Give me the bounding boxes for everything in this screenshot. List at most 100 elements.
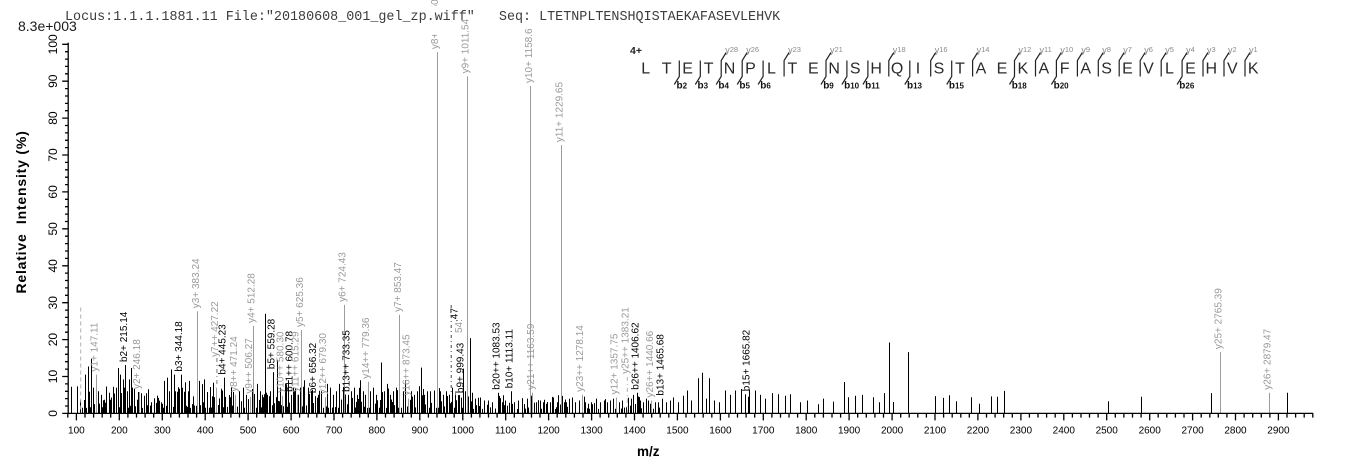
svg-text:E: E — [682, 61, 693, 78]
svg-text:b2: b2 — [677, 81, 688, 92]
svg-text:A: A — [976, 61, 987, 78]
svg-text:b10+ 1113.11: b10+ 1113.11 — [504, 329, 515, 389]
svg-text:b4: b4 — [718, 81, 729, 92]
svg-text:T: T — [955, 61, 965, 78]
svg-text:b26++ 1406.62: b26++ 1406.62 — [630, 322, 641, 390]
svg-text:2500: 2500 — [1096, 426, 1119, 437]
svg-text:y21++ 1163.59: y21++ 1163.59 — [526, 323, 537, 389]
svg-text:2000: 2000 — [881, 426, 904, 437]
svg-text:y5+ 625.36: y5+ 625.36 — [295, 277, 306, 327]
svg-text:2200: 2200 — [967, 426, 990, 437]
svg-text:1300: 1300 — [580, 426, 603, 437]
svg-text:b15+ 1665.82: b15+ 1665.82 — [742, 329, 753, 391]
svg-text:y6+ 724.43: y6+ 724.43 — [338, 252, 349, 302]
svg-text:2800: 2800 — [1224, 426, 1247, 437]
svg-text:500: 500 — [240, 426, 257, 437]
svg-text:.47: .47 — [450, 308, 461, 322]
svg-text:y26: y26 — [746, 45, 759, 55]
svg-text:b26: b26 — [1179, 81, 1195, 92]
svg-text:y11+ 1229.65: y11+ 1229.65 — [554, 82, 565, 143]
svg-text:y16++ 873.45: y16++ 873.45 — [401, 334, 412, 396]
svg-text:b13: b13 — [907, 81, 923, 92]
svg-text:V: V — [1143, 61, 1154, 78]
svg-text:600: 600 — [283, 426, 300, 437]
svg-text:y10+ 1158.6: y10+ 1158.6 — [524, 28, 535, 83]
svg-text:T: T — [788, 61, 798, 78]
svg-text:y18: y18 — [893, 45, 906, 55]
svg-text:60: 60 — [46, 185, 60, 199]
svg-text:b13+ 1465.68: b13+ 1465.68 — [656, 334, 667, 396]
svg-text:b3+ 344.18: b3+ 344.18 — [174, 321, 185, 372]
svg-text:L: L — [641, 61, 650, 78]
svg-text:2700: 2700 — [1181, 426, 1204, 437]
svg-text:y11: y11 — [1040, 45, 1052, 55]
svg-text:30: 30 — [46, 296, 60, 310]
svg-text:y2: y2 — [1228, 45, 1237, 55]
svg-text:50: 50 — [46, 222, 60, 236]
svg-text:y16: y16 — [935, 45, 948, 55]
svg-text:40: 40 — [46, 259, 60, 273]
svg-text:y8: y8 — [1102, 45, 1111, 55]
svg-text:y12: y12 — [1019, 45, 1032, 55]
svg-text:10: 10 — [46, 370, 60, 384]
svg-text:Q: Q — [891, 61, 903, 78]
svg-text:54.: 54. — [454, 319, 465, 333]
svg-text:1600: 1600 — [709, 426, 732, 437]
svg-text:K: K — [1017, 61, 1028, 78]
svg-text:b11++ 600.78: b11++ 600.78 — [284, 330, 295, 391]
svg-text:y4: y4 — [1186, 45, 1195, 55]
svg-text:b11: b11 — [865, 81, 880, 92]
svg-text:y8++ 471.24: y8++ 471.24 — [229, 336, 240, 392]
svg-text:S: S — [1101, 61, 1112, 78]
svg-text:y12++ 679.30: y12++ 679.30 — [318, 333, 329, 395]
svg-text:y12+ 1357.75: y12+ 1357.75 — [609, 333, 620, 394]
svg-text:y9+ 1011.54: y9+ 1011.54 — [461, 18, 472, 73]
svg-text:b6: b6 — [760, 81, 771, 92]
svg-text:E: E — [1122, 61, 1133, 78]
svg-text:y2+ 246.18: y2+ 246.18 — [132, 339, 143, 389]
svg-text:20: 20 — [46, 333, 60, 347]
svg-text:2600: 2600 — [1139, 426, 1162, 437]
svg-text:P: P — [745, 61, 756, 78]
svg-text:m/z: m/z — [637, 444, 660, 459]
svg-text:T: T — [704, 61, 714, 78]
svg-text:y6: y6 — [1144, 45, 1153, 55]
svg-text:N: N — [724, 61, 736, 78]
svg-text:2900: 2900 — [1267, 426, 1290, 437]
svg-text:y10++ 580.30: y10++ 580.30 — [276, 331, 287, 393]
svg-text:2300: 2300 — [1010, 426, 1033, 437]
svg-text:S: S — [934, 61, 945, 78]
svg-text:L: L — [767, 61, 776, 78]
svg-text:A: A — [1080, 61, 1091, 78]
svg-text:y23++ 1278.14: y23++ 1278.14 — [575, 325, 586, 392]
svg-text:y3: y3 — [1207, 45, 1216, 55]
svg-text:E: E — [1185, 61, 1196, 78]
svg-text:E: E — [808, 61, 819, 78]
svg-text:b6+ 656.32: b6+ 656.32 — [308, 342, 319, 393]
svg-text:y3+ 383.24: y3+ 383.24 — [191, 258, 202, 308]
svg-text:80: 80 — [46, 111, 60, 125]
svg-text:400: 400 — [197, 426, 214, 437]
svg-text:b4+ 445.23: b4+ 445.23 — [218, 324, 229, 375]
svg-text:y28: y28 — [725, 45, 738, 55]
svg-text:y25++ 1383.21: y25++ 1383.21 — [620, 307, 631, 374]
svg-text:T: T — [662, 61, 672, 78]
svg-text:y14: y14 — [977, 45, 990, 55]
svg-text:A: A — [1038, 61, 1049, 78]
svg-text:100: 100 — [46, 34, 60, 54]
svg-text:b9: b9 — [823, 81, 834, 92]
svg-text:y21: y21 — [830, 45, 843, 55]
svg-text:y7++ 427.22: y7++ 427.22 — [210, 301, 221, 357]
svg-text:700: 700 — [326, 426, 343, 437]
svg-text:2100: 2100 — [924, 426, 947, 437]
svg-text:900: 900 — [411, 426, 428, 437]
svg-text:y1+ 147.11: y1+ 147.11 — [90, 322, 101, 371]
svg-text:1800: 1800 — [795, 426, 818, 437]
svg-text:H: H — [1206, 61, 1218, 78]
svg-text:Locus:1.1.1.1881.11 File:"2018: Locus:1.1.1.1881.11 File:"20180608_001_g… — [65, 10, 781, 25]
svg-text:H: H — [870, 61, 882, 78]
svg-text:1200: 1200 — [537, 426, 560, 437]
svg-text:N: N — [828, 61, 840, 78]
svg-text:b3: b3 — [698, 81, 709, 92]
svg-text:800: 800 — [369, 426, 386, 437]
